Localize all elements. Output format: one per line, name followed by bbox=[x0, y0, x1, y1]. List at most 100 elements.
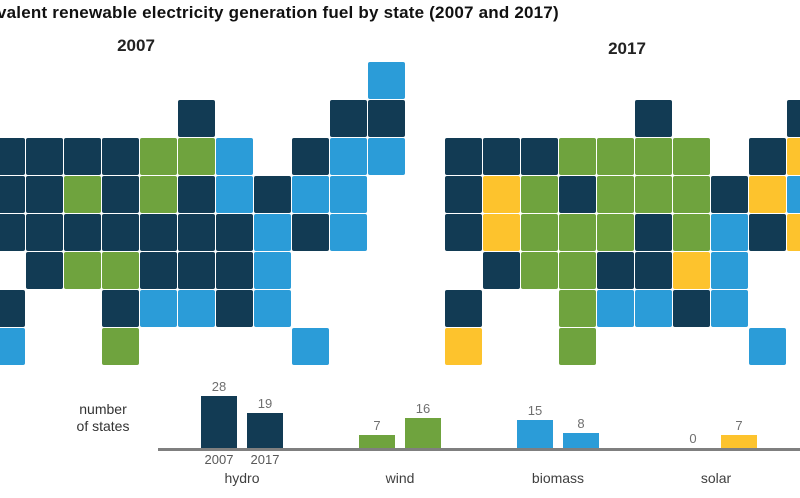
map-year-label-2007: 2007 bbox=[117, 36, 155, 55]
value-label-wind-2007: 7 bbox=[373, 418, 381, 433]
state-VA-2017-biomass bbox=[711, 214, 748, 251]
state-UT-2007-hydro bbox=[26, 214, 63, 251]
state-NJ-2017-solar bbox=[749, 176, 786, 213]
value-label-solar-2007: 0 bbox=[689, 431, 697, 446]
state-MT-2007-hydro bbox=[64, 138, 101, 175]
state-AK-2017-hydro bbox=[445, 290, 482, 327]
state-ND-2017-wind bbox=[559, 138, 596, 175]
state-TN-2017-hydro bbox=[635, 252, 672, 289]
category-label-hydro: hydro bbox=[224, 470, 260, 486]
category-label-solar: solar bbox=[700, 470, 732, 486]
state-UT-2017-solar bbox=[483, 214, 520, 251]
state-AL-2017-hydro bbox=[673, 290, 710, 327]
state-CT-2017-biomass bbox=[787, 176, 800, 213]
state-AK-2007-hydro bbox=[0, 290, 25, 327]
choropleth-map-2007 bbox=[0, 62, 408, 368]
state-NJ-2007-biomass bbox=[292, 176, 329, 213]
state-WA-2017-hydro bbox=[445, 138, 482, 175]
state-MT-2017-hydro bbox=[521, 138, 558, 175]
y-axis-label: number of states bbox=[76, 401, 130, 434]
state-GA-2007-biomass bbox=[254, 290, 291, 327]
state-OH-2007-biomass bbox=[216, 176, 253, 213]
state-MA-2017-solar bbox=[787, 138, 800, 175]
state-MO-2017-wind bbox=[597, 214, 634, 251]
state-ME-2007-biomass bbox=[368, 62, 405, 99]
state-KY-2007-hydro bbox=[178, 214, 215, 251]
value-label-solar-2017: 7 bbox=[735, 418, 743, 433]
state-AZ-2007-hydro bbox=[26, 252, 63, 289]
category-label-biomass: biomass bbox=[531, 470, 585, 486]
state-MD-2007-hydro bbox=[292, 214, 329, 251]
bar-wind-2017 bbox=[405, 418, 441, 448]
state-CT-2007-biomass bbox=[330, 176, 367, 213]
state-VA-2007-biomass bbox=[254, 214, 291, 251]
state-SD-2017-hydro bbox=[559, 176, 596, 213]
state-DE-2007-biomass bbox=[330, 214, 367, 251]
state-MO-2007-hydro bbox=[140, 214, 177, 251]
state-NE-2007-hydro bbox=[102, 214, 139, 251]
value-label-hydro-2017: 19 bbox=[257, 396, 273, 411]
x-axis-line bbox=[158, 448, 800, 451]
state-WY-2017-wind bbox=[521, 176, 558, 213]
state-NY-2017-hydro bbox=[749, 138, 786, 175]
state-ND-2007-hydro bbox=[102, 138, 139, 175]
state-IA-2017-wind bbox=[597, 176, 634, 213]
bar-wind-2007 bbox=[359, 435, 395, 448]
state-HI-2007-biomass bbox=[0, 328, 25, 365]
bar-solar-2017 bbox=[721, 435, 757, 448]
value-label-hydro-2007: 28 bbox=[211, 379, 227, 394]
state-NY-2007-hydro bbox=[292, 138, 329, 175]
state-MI-2017-wind bbox=[673, 138, 710, 175]
bar-hydro-2007 bbox=[201, 396, 237, 448]
state-MS-2017-biomass bbox=[635, 290, 672, 327]
choropleth-map-2017 bbox=[445, 62, 800, 368]
state-OR-2017-hydro bbox=[445, 176, 482, 213]
state-ID-2017-hydro bbox=[483, 138, 520, 175]
state-PA-2007-hydro bbox=[254, 176, 291, 213]
state-MA-2007-biomass bbox=[330, 138, 367, 175]
category-label-wind: wind bbox=[385, 470, 415, 486]
state-MN-2007-wind bbox=[140, 138, 177, 175]
state-IN-2017-wind bbox=[635, 176, 672, 213]
state-WI-2007-hydro bbox=[178, 100, 215, 137]
state-MD-2017-hydro bbox=[749, 214, 786, 251]
state-WY-2007-wind bbox=[64, 176, 101, 213]
state-AR-2007-hydro bbox=[140, 252, 177, 289]
state-MI-2007-biomass bbox=[216, 138, 253, 175]
state-NV-2007-hydro bbox=[26, 176, 63, 213]
state-OK-2007-hydro bbox=[102, 290, 139, 327]
state-WI-2017-hydro bbox=[635, 100, 672, 137]
state-NC-2017-solar bbox=[673, 252, 710, 289]
state-NM-2017-wind bbox=[521, 252, 558, 289]
state-SD-2007-hydro bbox=[102, 176, 139, 213]
state-FL-2017-biomass bbox=[749, 328, 786, 365]
value-label-wind-2017: 16 bbox=[415, 401, 431, 416]
state-KS-2017-wind bbox=[559, 252, 596, 289]
state-ID-2007-hydro bbox=[26, 138, 63, 175]
state-IL-2017-wind bbox=[635, 138, 672, 175]
state-SC-2007-biomass bbox=[254, 252, 291, 289]
state-NV-2017-solar bbox=[483, 176, 520, 213]
state-OH-2017-wind bbox=[673, 176, 710, 213]
bar-biomass-2007 bbox=[517, 420, 553, 448]
state-LA-2007-biomass bbox=[140, 290, 177, 327]
state-VT-2007-hydro bbox=[330, 100, 367, 137]
x-tick-label-2007: 2007 bbox=[204, 452, 234, 467]
page-title: valent renewable electricity generation … bbox=[0, 3, 559, 22]
state-OR-2007-hydro bbox=[0, 176, 25, 213]
state-FL-2007-biomass bbox=[292, 328, 329, 365]
state-MN-2017-wind bbox=[597, 138, 634, 175]
x-tick-label-2017: 2017 bbox=[250, 452, 280, 467]
state-CA-2007-hydro bbox=[0, 214, 25, 251]
bar-biomass-2017 bbox=[563, 433, 599, 448]
state-TX-2007-wind bbox=[102, 328, 139, 365]
state-WA-2007-hydro bbox=[0, 138, 25, 175]
state-WV-2007-hydro bbox=[216, 214, 253, 251]
state-CO-2017-wind bbox=[521, 214, 558, 251]
state-NC-2007-hydro bbox=[216, 252, 253, 289]
state-RI-2007-biomass bbox=[368, 138, 405, 175]
state-CA-2017-hydro bbox=[445, 214, 482, 251]
map-year-label-2017: 2017 bbox=[608, 39, 646, 58]
value-label-biomass-2007: 15 bbox=[527, 403, 543, 418]
state-IN-2007-hydro bbox=[178, 176, 215, 213]
